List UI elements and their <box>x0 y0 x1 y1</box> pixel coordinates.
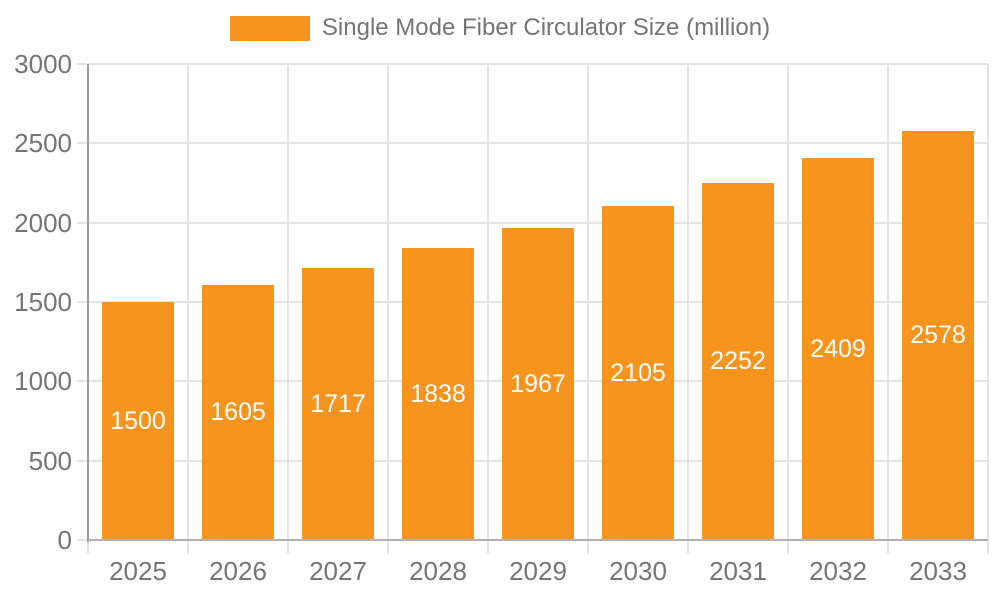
bar-value-label: 1717 <box>310 389 366 418</box>
y-axis-tick <box>77 301 87 303</box>
bar-value-label: 1605 <box>210 398 266 426</box>
gridline-vertical <box>687 64 689 540</box>
legend-item[interactable]: Single Mode Fiber Circulator Size (milli… <box>0 14 1000 42</box>
gridline-vertical <box>487 64 489 540</box>
gridline-vertical <box>887 64 889 540</box>
legend-label: Single Mode Fiber Circulator Size (milli… <box>321 14 771 41</box>
y-axis-tick-label: 2500 <box>14 128 72 158</box>
x-axis-tick <box>987 541 989 554</box>
x-axis-tick <box>87 541 89 554</box>
x-axis-tick <box>187 541 189 554</box>
bar[interactable]: 1967 <box>502 228 574 540</box>
gridline-vertical <box>587 64 589 540</box>
bar[interactable]: 2105 <box>602 206 674 540</box>
x-axis-tick-label: 2025 <box>109 556 167 586</box>
x-axis-tick-label: 2030 <box>609 556 667 586</box>
bar[interactable]: 2409 <box>802 158 874 540</box>
y-axis-line <box>87 64 89 542</box>
y-axis-tick <box>77 142 87 144</box>
gridline-horizontal <box>88 142 988 144</box>
y-axis-tick <box>77 222 87 224</box>
x-axis-tick-label: 2031 <box>709 556 767 586</box>
bar[interactable]: 1605 <box>202 285 274 540</box>
y-axis-tick <box>77 63 87 65</box>
y-axis-tick <box>77 380 87 382</box>
x-axis-tick-label: 2029 <box>509 556 567 586</box>
bar-value-label: 2105 <box>610 358 666 387</box>
gridline-vertical <box>187 64 189 540</box>
y-axis-tick-label: 500 <box>28 446 72 476</box>
gridline-vertical <box>987 64 989 540</box>
x-axis-tick-label: 2032 <box>809 556 867 586</box>
bar[interactable]: 1717 <box>302 268 374 540</box>
bar-value-label: 1500 <box>110 406 166 435</box>
y-axis-tick <box>77 460 87 462</box>
legend-swatch-icon <box>229 15 310 41</box>
y-axis-tick <box>77 539 87 541</box>
y-axis-tick-label: 3000 <box>14 49 72 79</box>
gridline-horizontal <box>88 222 988 224</box>
gridline-vertical <box>287 64 289 540</box>
x-axis-tick <box>787 541 789 554</box>
x-axis-tick <box>587 541 589 554</box>
y-axis-tick-label: 0 <box>57 525 72 555</box>
bar-value-label: 2252 <box>710 347 766 375</box>
x-axis-tick-label: 2033 <box>909 556 967 586</box>
bar-value-label: 2409 <box>810 334 866 363</box>
bar-value-label: 1838 <box>410 379 466 408</box>
bar[interactable]: 1838 <box>402 248 474 540</box>
x-axis-line <box>88 539 988 541</box>
bar[interactable]: 2578 <box>902 131 974 540</box>
x-axis-tick <box>487 541 489 554</box>
gridline-vertical <box>787 64 789 540</box>
y-axis-tick-label: 2000 <box>14 208 72 238</box>
x-axis-tick <box>387 541 389 554</box>
x-axis-tick-label: 2028 <box>409 556 467 586</box>
y-axis-tick-label: 1000 <box>14 366 72 396</box>
bar[interactable]: 2252 <box>702 183 774 540</box>
x-axis-tick <box>287 541 289 554</box>
bar-value-label: 2578 <box>910 321 966 349</box>
bar-value-label: 1967 <box>510 369 566 398</box>
x-axis-tick-label: 2026 <box>209 556 267 586</box>
bar[interactable]: 1500 <box>102 302 174 540</box>
y-axis-tick-label: 1500 <box>14 287 72 317</box>
gridline-horizontal <box>88 63 988 65</box>
gridline-vertical <box>387 64 389 540</box>
x-axis-tick <box>887 541 889 554</box>
plot-area: 1500 1605 1717 1838 1967 2105 2252 2409 2578 0 50… <box>14 49 989 586</box>
x-axis-tick-label: 2027 <box>309 556 367 586</box>
x-axis-tick <box>687 541 689 554</box>
